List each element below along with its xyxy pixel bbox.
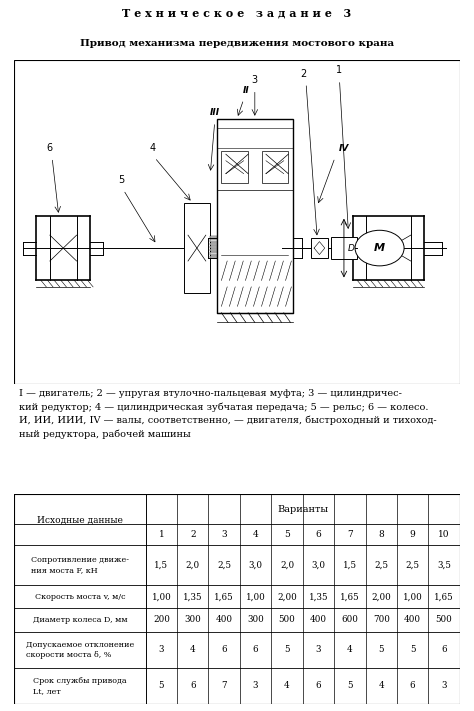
Text: 7: 7 [221,681,227,690]
Text: 3: 3 [316,645,321,654]
Text: Срок службы привода
Lt, лет: Срок службы привода Lt, лет [33,677,127,695]
Text: 2,0: 2,0 [280,561,294,570]
Text: 4: 4 [284,681,290,690]
Text: 5: 5 [347,681,353,690]
Text: 1,65: 1,65 [214,592,234,602]
Text: 5: 5 [284,645,290,654]
Text: 400: 400 [310,616,327,624]
Text: 500: 500 [436,616,453,624]
Text: IV: IV [339,144,349,153]
Text: 3: 3 [252,75,258,85]
Text: Привод механизма передвижения мостового крана: Привод механизма передвижения мостового … [80,39,394,48]
Text: D: D [347,244,355,252]
Text: 4: 4 [190,645,196,654]
Bar [183,203,210,294]
Text: 1,35: 1,35 [183,592,202,602]
Text: 300: 300 [247,616,264,624]
Text: 2,5: 2,5 [217,561,231,570]
Text: 200: 200 [153,616,170,624]
Text: Допускаемое отклонение
скорости моста δ, %: Допускаемое отклонение скорости моста δ,… [26,641,134,658]
Text: 2,5: 2,5 [374,561,388,570]
Text: 6: 6 [190,681,196,690]
Text: 1: 1 [337,65,343,75]
Text: 6: 6 [316,681,321,690]
Bar [210,249,217,251]
Text: 6: 6 [410,681,416,690]
Text: 1,00: 1,00 [246,592,265,602]
Text: 6: 6 [221,645,227,654]
Text: 2,00: 2,00 [277,592,297,602]
Text: 400: 400 [404,616,421,624]
Text: 3: 3 [441,681,447,690]
Text: 3: 3 [221,530,227,540]
Text: I — двигатель; 2 — упругая втулочно-пальцевая муфта; 3 — цилиндричес-
кий редукт: I — двигатель; 2 — упругая втулочно-паль… [18,389,436,439]
Text: Т е х н и ч е с к о е   з а д а н и е   3: Т е х н и ч е с к о е з а д а н и е 3 [122,8,352,18]
Text: 3,0: 3,0 [311,561,326,570]
Text: 7: 7 [347,530,353,540]
Text: 5: 5 [159,681,164,690]
Bar [210,252,217,255]
Text: 4: 4 [253,530,258,540]
Text: М: М [374,243,385,253]
Text: 5: 5 [410,645,415,654]
Bar [330,237,357,260]
Text: Варианты: Варианты [277,505,328,514]
Text: 2,5: 2,5 [406,561,419,570]
Text: 6: 6 [253,645,258,654]
Text: Диаметр колеса D, мм: Диаметр колеса D, мм [33,616,127,624]
Bar [210,240,217,242]
Text: 1,5: 1,5 [343,561,357,570]
Text: 300: 300 [184,616,201,624]
Text: 2: 2 [301,68,307,79]
Bar [262,151,288,183]
Text: 1,5: 1,5 [155,561,168,570]
Bar [221,151,248,183]
Text: 2,00: 2,00 [371,592,391,602]
Text: 1,65: 1,65 [340,592,360,602]
Text: 3,5: 3,5 [437,561,451,570]
Bar [217,119,292,313]
Text: 1,00: 1,00 [403,592,422,602]
Text: Сопротивление движе-
ния моста F, кН: Сопротивление движе- ния моста F, кН [31,556,129,574]
Text: III: III [210,109,220,117]
Text: 9: 9 [410,530,416,540]
Text: 2,0: 2,0 [186,561,200,570]
Text: 1,65: 1,65 [434,592,454,602]
Text: 8: 8 [378,530,384,540]
Text: 10: 10 [438,530,450,540]
Bar [210,255,217,258]
Text: 4: 4 [347,645,353,654]
Text: 6: 6 [441,645,447,654]
Bar [310,238,328,258]
Bar [210,236,217,238]
Text: 3: 3 [159,645,164,654]
Text: 2: 2 [190,530,196,540]
Text: 4: 4 [378,681,384,690]
Text: 6: 6 [316,530,321,540]
Text: 3: 3 [253,681,258,690]
Text: 1,00: 1,00 [152,592,171,602]
Circle shape [355,230,404,266]
Text: 400: 400 [216,616,233,624]
Text: 500: 500 [279,616,295,624]
Bar [210,242,217,245]
Text: 600: 600 [341,616,358,624]
Text: Скорость моста v, м/с: Скорость моста v, м/с [35,593,125,601]
Text: 700: 700 [373,616,390,624]
Text: 1,35: 1,35 [309,592,328,602]
Bar [210,246,217,248]
Text: 1: 1 [158,530,164,540]
Text: 5: 5 [284,530,290,540]
Text: 6: 6 [47,143,53,153]
Text: 4: 4 [149,143,155,153]
Text: 5: 5 [118,176,124,186]
Text: II: II [243,86,249,95]
Text: 5: 5 [379,645,384,654]
Text: Исходные данные: Исходные данные [37,515,123,524]
Text: 3,0: 3,0 [248,561,263,570]
